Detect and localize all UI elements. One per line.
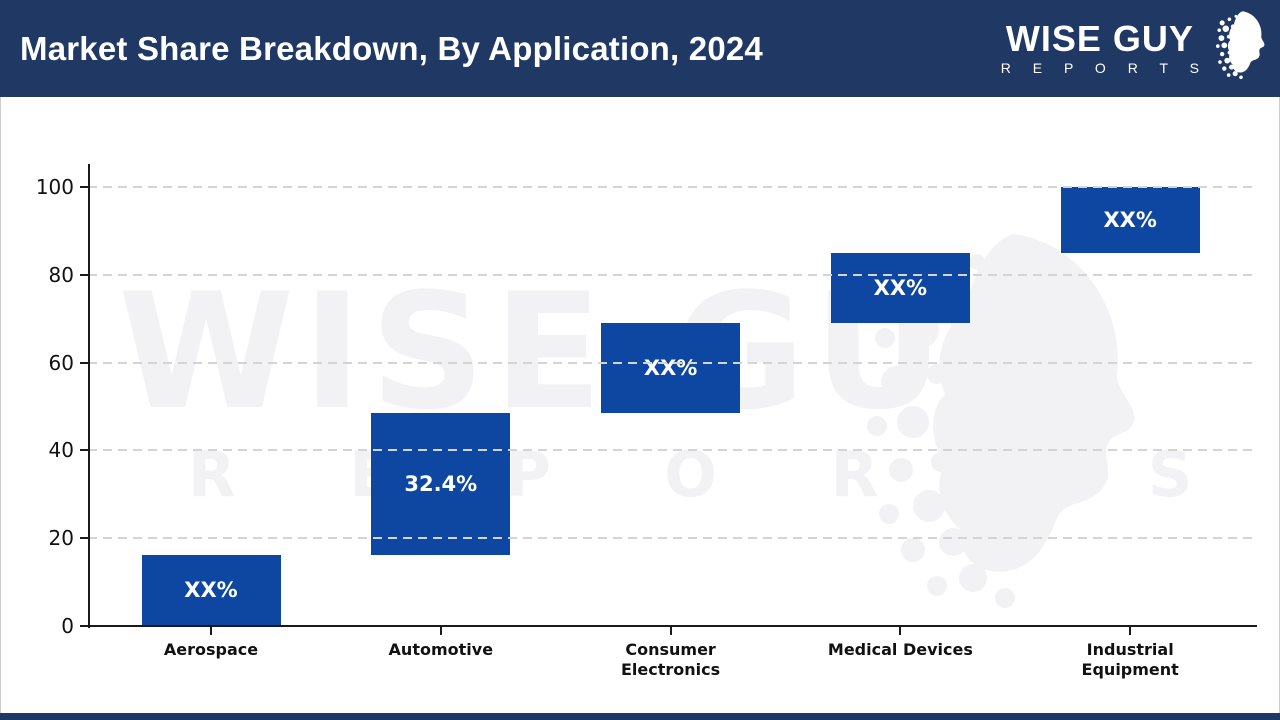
gridline-40 bbox=[88, 449, 1257, 452]
bar-value-label-industrial-equipment: XX% bbox=[1103, 207, 1157, 232]
y-tick-0 bbox=[80, 625, 88, 627]
bar-value-label-aerospace: XX% bbox=[184, 578, 238, 603]
x-tick-aerospace bbox=[210, 627, 212, 635]
x-tick-label-medical-devices: Medical Devices bbox=[827, 640, 973, 659]
y-tick-label-60: 60 bbox=[48, 350, 74, 375]
bar-aerospace bbox=[141, 554, 281, 626]
x-axis-line bbox=[88, 625, 1257, 627]
x-tick-automotive bbox=[439, 627, 442, 635]
y-tick-80 bbox=[80, 273, 88, 276]
y-tick-40 bbox=[80, 449, 88, 452]
logo-subtitle: R E P O R T S bbox=[1000, 60, 1208, 76]
bar-automotive bbox=[371, 412, 511, 555]
logo-wordmark: WISE GUY bbox=[1005, 18, 1194, 59]
logo-text: WISE GUY R E P O R T S bbox=[992, 18, 1208, 77]
bar-consumer-electronics bbox=[601, 323, 741, 413]
logo: WISE GUY R E P O R T S bbox=[992, 9, 1270, 89]
x-tick-label-consumer-electronics: Consumer Electronics bbox=[621, 640, 721, 679]
y-tick-label-100: 100 bbox=[35, 175, 74, 199]
x-tick-label-automotive: Automotive bbox=[388, 640, 494, 659]
y-tick-label-0: 0 bbox=[61, 614, 74, 638]
bar-value-label-automotive: 32.4% bbox=[404, 471, 478, 496]
x-tick-label-aerospace: Aerospace bbox=[163, 640, 259, 659]
x-tick-industrial-equipment bbox=[1129, 627, 1132, 635]
x-tick-consumer-electronics bbox=[669, 627, 672, 635]
bar-value-label-consumer-electronics: XX% bbox=[643, 355, 698, 380]
y-tick-label-20: 20 bbox=[48, 526, 74, 551]
y-tick-60 bbox=[80, 361, 88, 364]
bar-value-label-medical-devices: XX% bbox=[873, 275, 928, 300]
gridline-100 bbox=[88, 186, 1257, 188]
gridline-60 bbox=[88, 361, 1257, 364]
y-tick-100 bbox=[80, 186, 88, 188]
x-tick-label-industrial-equipment: Industrial Equipment bbox=[1081, 640, 1179, 679]
header: Market Share Breakdown, By Application, … bbox=[0, 0, 1280, 97]
x-tick-medical-devices bbox=[899, 627, 902, 635]
gridline-80 bbox=[88, 273, 1257, 276]
page-title: Market Share Breakdown, By Application, … bbox=[20, 29, 763, 67]
y-tick-20 bbox=[80, 537, 88, 540]
footer-bar bbox=[0, 713, 1280, 720]
y-tick-label-40: 40 bbox=[48, 438, 74, 463]
y-axis-line bbox=[88, 164, 90, 628]
gridline-20 bbox=[88, 537, 1257, 540]
y-tick-label-80: 80 bbox=[48, 262, 74, 287]
